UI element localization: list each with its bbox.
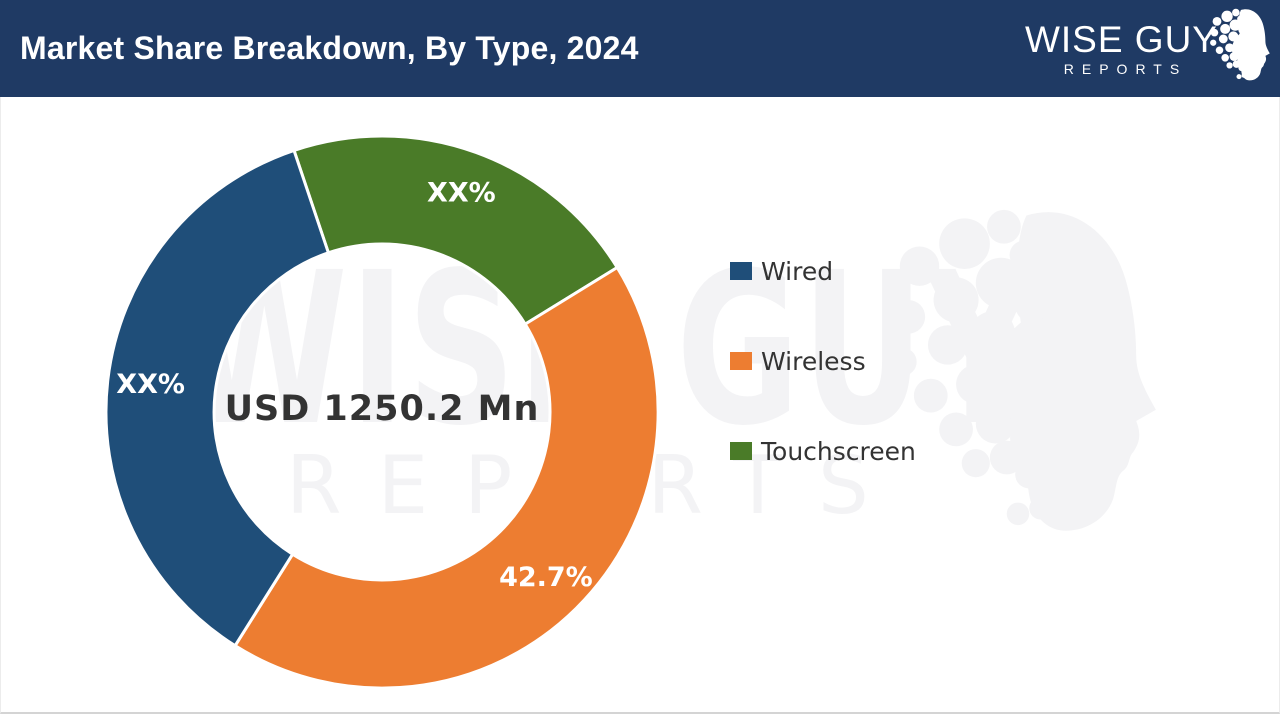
brand-logo: WISE GUY REPORTS [1025,5,1280,93]
legend-label: Touchscreen [761,436,916,466]
donut-slice-wireless[interactable] [233,266,660,690]
legend-item-wired[interactable]: Wired [730,253,916,289]
legend: Wired Wireless Touchscreen [730,253,916,469]
legend-label: Wired [761,256,834,286]
slice-label-wired: XX% [116,369,185,400]
legend-label: Wireless [761,346,866,376]
legend-item-touchscreen[interactable]: Touchscreen [730,433,916,469]
legend-swatch-touchscreen [730,442,752,460]
donut-slice-wired[interactable] [104,148,330,648]
brand-name: WISE GUY [1024,18,1218,60]
page-title: Market Share Breakdown, By Type, 2024 [20,30,639,66]
header-bar: Market Share Breakdown, By Type, 2024 WI… [0,0,1280,97]
chart-area: WISE GUY REPORTS XX%42.7%XX% USD 1250.2 … [0,97,1280,714]
legend-swatch-wireless [730,352,752,370]
legend-swatch-wired [730,262,752,280]
brand-logo-text: WISE GUY REPORTS [1025,21,1218,77]
slice-label-wireless: 42.7% [499,562,593,593]
slice-label-touchscreen: XX% [427,177,496,208]
center-value-label: USD 1250.2 Mn [224,389,540,429]
donut-slice-touchscreen[interactable] [292,134,619,326]
donut-chart: XX% 42.7% XX% [104,134,660,690]
legend-item-wireless[interactable]: Wireless [730,343,916,379]
brand-subtitle: REPORTS [1063,60,1188,77]
